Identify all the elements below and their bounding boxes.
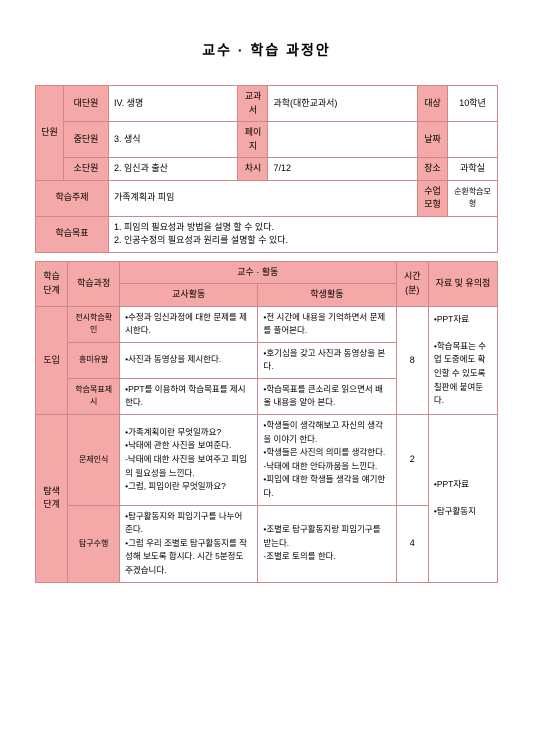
unit-label: 단원 — [36, 86, 64, 181]
mid-unit-label: 중단원 — [64, 122, 109, 158]
date-label: 날짜 — [418, 122, 448, 158]
header-table: 단원 대단원 IV. 생명 교과서 과학(대한교과서) 대상 10학년 중단원 … — [35, 85, 498, 253]
process-cell: 문제인식 — [68, 415, 120, 506]
teacher-header: 교사활동 — [120, 284, 258, 307]
student-cell: •전 시간에 내용을 기억하면서 문제를 풀어본다. — [258, 306, 396, 342]
target: 10학년 — [448, 86, 498, 122]
mid-unit: 3. 생식 — [109, 122, 238, 158]
student-header: 학생활동 — [258, 284, 396, 307]
page-value — [268, 122, 418, 158]
notes-header: 자료 및 유의점 — [428, 261, 497, 306]
process-cell: 학습목표제시 — [68, 378, 120, 414]
time-cell: 4 — [396, 505, 428, 582]
sub-unit-label: 소단원 — [64, 158, 109, 181]
phase-cell: 탐색단계 — [36, 415, 68, 583]
activity-table: 학습단계 학습과정 교수 · 활동 시간(분) 자료 및 유의점 교사활동 학생… — [35, 261, 498, 583]
place-label: 장소 — [418, 158, 448, 181]
phase-cell: 도입 — [36, 306, 68, 415]
teacher-cell: •가족계획이란 무엇일까요? •낙태에 관한 사진을 보여준다. -낙태에 대한… — [120, 415, 258, 506]
date-value — [448, 122, 498, 158]
big-unit-label: 대단원 — [64, 86, 109, 122]
sub-unit: 2. 임신과 출산 — [109, 158, 238, 181]
process-cell: 탐구수행 — [68, 505, 120, 582]
textbook-label: 교과서 — [238, 86, 268, 122]
student-cell: •호기심을 갖고 사진과 동영상을 본다. — [258, 342, 396, 378]
page-label: 페이지 — [238, 122, 268, 158]
big-unit: IV. 생명 — [109, 86, 238, 122]
goal-label: 학습목표 — [36, 216, 109, 252]
table-row: 도입 전시학습확인 •수정과 임신과정에 대한 문제를 제시한다. •전 시간에… — [36, 306, 498, 342]
topic-value: 가족계획과 피임 — [109, 180, 418, 216]
teacher-cell: •사진과 동영상을 제시한다. — [120, 342, 258, 378]
place-value: 과학실 — [448, 158, 498, 181]
process-cell: 흥미유발 — [68, 342, 120, 378]
lesson-value: 7/12 — [268, 158, 418, 181]
process-cell: 전시학습확인 — [68, 306, 120, 342]
activity-header: 교수 · 활동 — [120, 261, 397, 284]
time-cell: 2 — [396, 415, 428, 506]
teacher-cell: •수정과 임신과정에 대한 문제를 제시한다. — [120, 306, 258, 342]
phase-header: 학습단계 — [36, 261, 68, 306]
notes-cell: •PPT자료 •학습목표는 수업 도중에도 확인할 수 있도록 칠판에 붙여둔다… — [428, 306, 497, 415]
time-cell: 8 — [396, 306, 428, 415]
student-cell: •조별로 탐구활동지랑 피임기구를 받는다. -조별로 토의를 한다. — [258, 505, 396, 582]
class-model-label: 수업모형 — [418, 180, 448, 216]
time-header: 시간(분) — [396, 261, 428, 306]
table-row: 탐구수행 •탐구활동지와 피임기구를 나누어 준다. •그럼 우리 조별로 탐구… — [36, 505, 498, 582]
notes-cell: •PPT자료 •탐구활동지 — [428, 415, 497, 583]
textbook: 과학(대한교과서) — [268, 86, 418, 122]
process-header: 학습과정 — [68, 261, 120, 306]
lesson-label: 차시 — [238, 158, 268, 181]
topic-label: 학습주제 — [36, 180, 109, 216]
student-cell: •학생들이 생각해보고 자신의 생각을 이야기 한다. •학생들은 사진의 의미… — [258, 415, 396, 506]
student-cell: •학습목표를 큰소리로 읽으면서 배울 내용을 알아 본다. — [258, 378, 396, 414]
class-model: 순환학습모형 — [448, 180, 498, 216]
goal-value: 1. 피임의 필요성과 방법을 설명 할 수 있다. 2. 인공수정의 필요성과… — [109, 216, 498, 252]
target-label: 대상 — [418, 86, 448, 122]
teacher-cell: •PPT를 이용하여 학습목표를 제시한다. — [120, 378, 258, 414]
table-row: 탐색단계 문제인식 •가족계획이란 무엇일까요? •낙태에 관한 사진을 보여준… — [36, 415, 498, 506]
teacher-cell: •탐구활동지와 피임기구를 나누어 준다. •그럼 우리 조별로 탐구활동지를 … — [120, 505, 258, 582]
page-title: 교수 · 학습 과정안 — [35, 40, 498, 60]
